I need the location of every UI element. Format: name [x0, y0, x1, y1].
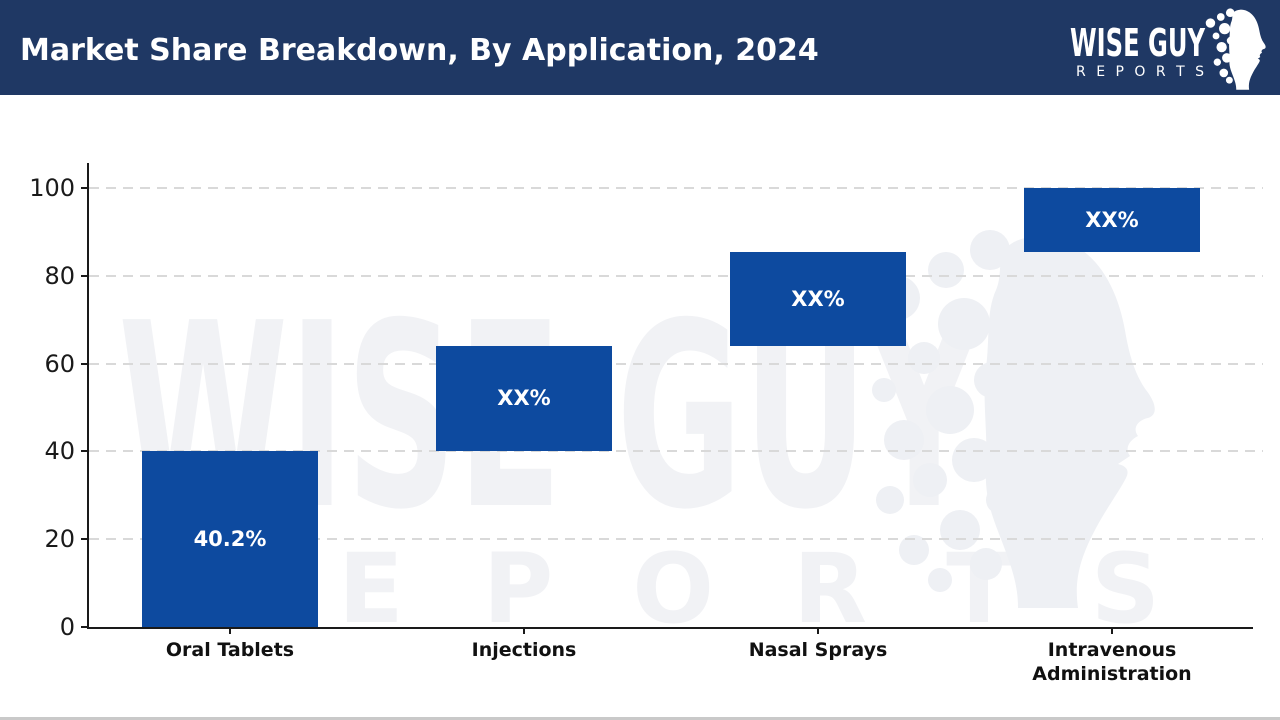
- gridline: [89, 187, 1263, 189]
- y-axis-line: [87, 163, 89, 629]
- bar-value-label: XX%: [497, 386, 551, 411]
- bar-segment: [142, 450, 318, 627]
- gridline: [89, 450, 1263, 453]
- bar-segment: [436, 346, 612, 451]
- gridline: [89, 274, 1263, 277]
- x-axis-category-label: Intravenous Administration: [1032, 639, 1192, 685]
- y-axis-tick: [81, 187, 88, 189]
- y-axis-tick-label: 100: [29, 174, 75, 202]
- y-axis-tick: [81, 362, 88, 365]
- x-axis-tick: [229, 629, 231, 634]
- bar-value-label: 40.2%: [193, 526, 267, 551]
- bar-value-label: XX%: [1085, 207, 1139, 232]
- logo-head-icon: [1205, 8, 1266, 90]
- y-axis-tick: [81, 538, 88, 541]
- y-axis-tick: [81, 274, 88, 277]
- page-title: Market Share Breakdown, By Application, …: [20, 33, 819, 68]
- x-axis-line: [87, 627, 1253, 629]
- x-axis-category-label: Oral Tablets: [165, 639, 295, 661]
- svg-text:R E P O R T S: R E P O R T S: [1076, 64, 1204, 80]
- y-axis-tick-label: 80: [44, 261, 75, 290]
- y-axis-tick-label: 40: [44, 437, 75, 466]
- x-axis-tick: [817, 629, 819, 634]
- svg-text:WISE GUY: WISE GUY: [1070, 21, 1205, 65]
- y-axis-tick-label: 0: [59, 613, 75, 641]
- bar-value-label: XX%: [791, 286, 845, 311]
- gridline: [89, 538, 1263, 541]
- y-axis-tick: [81, 626, 88, 628]
- header-bar: Market Share Breakdown, By Application, …: [0, 0, 1280, 95]
- y-axis-tick-label: 20: [44, 525, 75, 554]
- gridline: [89, 362, 1263, 365]
- x-axis-tick: [523, 629, 525, 634]
- wise-guy-reports-logo: WISE GUY R E P O R T S: [1070, 8, 1266, 90]
- x-axis-tick: [1111, 629, 1113, 634]
- x-axis-category-label: Nasal Sprays: [748, 639, 888, 661]
- y-axis-tick-label: 60: [44, 349, 75, 378]
- y-axis-tick: [81, 450, 88, 453]
- x-axis-category-label: Injections: [471, 639, 577, 661]
